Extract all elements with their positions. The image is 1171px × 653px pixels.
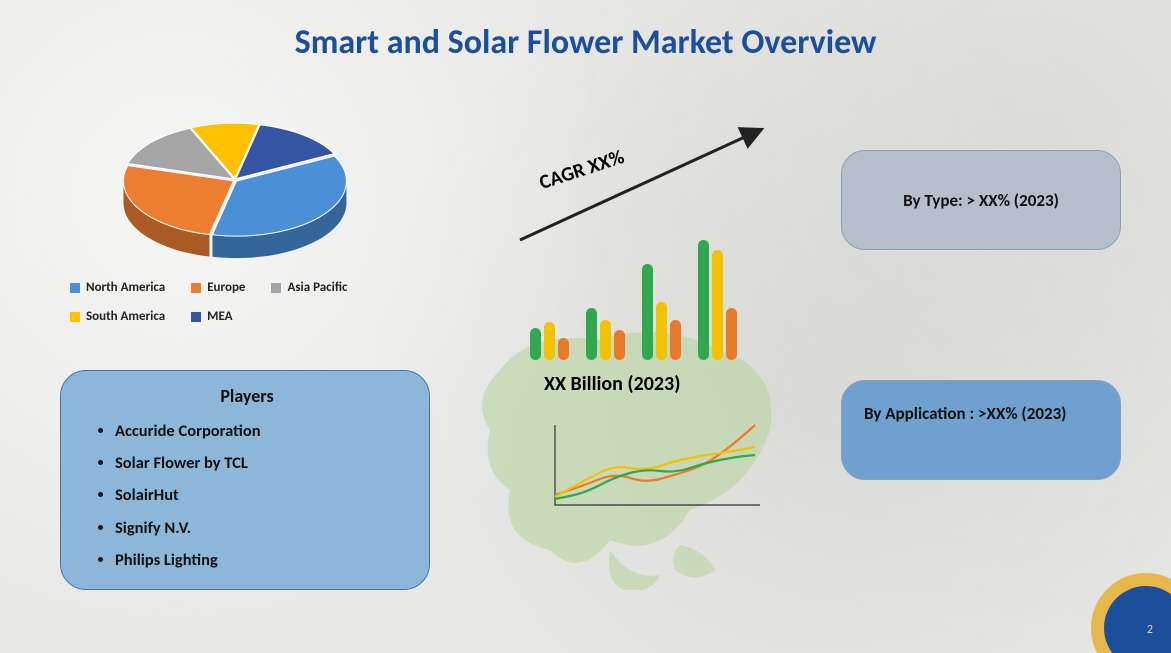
legend-label: Europe bbox=[207, 280, 245, 295]
players-list-item: Philips Lighting bbox=[115, 544, 405, 576]
pie-legend: North America Europe Asia Pacific South Ame… bbox=[70, 280, 450, 338]
legend-item: South America bbox=[70, 309, 165, 324]
by-application-panel: By Application : >XX% (2023) bbox=[841, 380, 1121, 480]
players-list: Accuride CorporationSolar Flower by TCLS… bbox=[89, 415, 405, 576]
legend-swatch bbox=[191, 312, 201, 322]
legend-item: Asia Pacific bbox=[271, 280, 347, 295]
legend-item: North America bbox=[70, 280, 165, 295]
by-type-panel: By Type: > XX% (2023) bbox=[841, 150, 1121, 250]
legend-label: South America bbox=[86, 309, 165, 324]
by-type-text: By Type: > XX% (2023) bbox=[903, 190, 1059, 211]
page-title: Smart and Solar Flower Market Overview bbox=[0, 22, 1171, 63]
by-application-text: By Application : >XX% (2023) bbox=[864, 403, 1066, 424]
legend-label: MEA bbox=[207, 309, 232, 324]
players-list-item: SolairHut bbox=[115, 479, 405, 511]
players-list-item: Accuride Corporation bbox=[115, 415, 405, 447]
cagr-bar-chart bbox=[520, 180, 800, 370]
page-corner-badge bbox=[1091, 573, 1171, 653]
players-list-item: Solar Flower by TCL bbox=[115, 447, 405, 479]
legend-swatch bbox=[70, 283, 80, 293]
legend-label: North America bbox=[86, 280, 165, 295]
legend-swatch bbox=[191, 283, 201, 293]
players-panel: Players Accuride CorporationSolar Flower… bbox=[60, 370, 430, 590]
players-title: Players bbox=[89, 385, 405, 407]
market-size-caption: XX Billion (2023) bbox=[544, 372, 680, 396]
players-list-item: Signify N.V. bbox=[115, 512, 405, 544]
legend-item: MEA bbox=[191, 309, 232, 324]
center-graphics: CAGR XX% XX Billion (2023) bbox=[470, 120, 830, 590]
legend-item: Europe bbox=[191, 280, 245, 295]
region-pie-chart bbox=[80, 110, 390, 270]
page-number: 2 bbox=[1147, 623, 1153, 637]
trend-line-chart bbox=[550, 420, 770, 520]
legend-swatch bbox=[271, 283, 281, 293]
legend-swatch bbox=[70, 312, 80, 322]
legend-label: Asia Pacific bbox=[287, 280, 347, 295]
